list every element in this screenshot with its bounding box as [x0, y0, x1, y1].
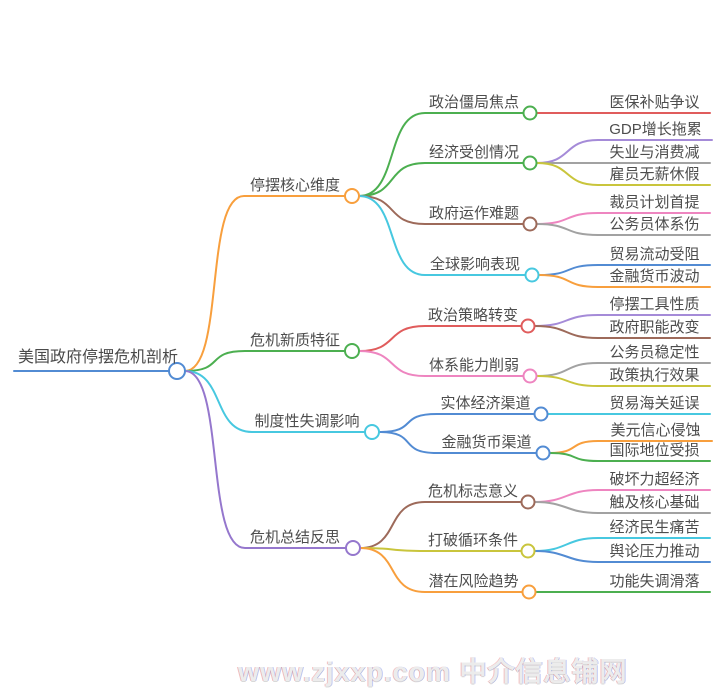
node-core-dimensions[interactable]: 停摆核心维度 [249, 177, 340, 194]
node-layoff-plan[interactable]: 裁员计划首提 [609, 194, 700, 211]
branch-new-traits-wire [184, 350, 346, 372]
wire-political-strategy [358, 325, 522, 352]
wire-political-deadlock [358, 112, 524, 197]
handle-reflection[interactable] [345, 540, 361, 556]
node-trade-flow[interactable]: 贸易流动受阻 [609, 246, 700, 263]
node-real-economy[interactable]: 实体经济渠道 [440, 395, 531, 412]
wire-global-impact [358, 195, 526, 276]
node-financial-volatility[interactable]: 金融货币波动 [609, 268, 700, 285]
node-political-strategy[interactable]: 政治策略转变 [427, 307, 518, 324]
wire-gov-operation [358, 195, 524, 225]
branch-core-dimensions-wire [184, 195, 346, 372]
node-new-traits[interactable]: 危机新质特征 [249, 332, 340, 349]
handle-crisis-significance[interactable] [520, 494, 536, 510]
node-unemployment[interactable]: 失业与消费减 [609, 144, 700, 161]
node-dollar-confidence[interactable]: 美元信心侵蚀 [610, 422, 701, 439]
node-gov-operation[interactable]: 政府运作难题 [428, 205, 519, 222]
wire-real-economy [378, 413, 535, 433]
node-policy-execution[interactable]: 政策执行效果 [609, 367, 700, 384]
node-economic-damage[interactable]: 经济受创情况 [428, 144, 519, 161]
branch-institutional-wire [184, 370, 366, 433]
node-break-cycle[interactable]: 打破循环条件 [427, 532, 518, 549]
wire-system-capacity [358, 350, 524, 377]
node-core-foundation[interactable]: 触及核心基础 [609, 494, 700, 511]
node-potential-risk[interactable]: 潜在风险趋势 [428, 573, 519, 590]
node-gdp-drag[interactable]: GDP增长拖累 [609, 121, 702, 138]
node-gov-function-change[interactable]: 政府职能改变 [609, 319, 700, 336]
node-livelihood-pain[interactable]: 经济民生痛苦 [609, 519, 700, 536]
wire-international-status [549, 452, 711, 462]
wire-furlough [536, 162, 711, 186]
handle-economic-damage[interactable] [522, 155, 538, 171]
watermark-text: www.zjxxp.com 中介信息铺网 [238, 657, 628, 687]
wire-financial-volatility [538, 274, 711, 288]
wire-economic-damage [358, 162, 524, 197]
handle-new-traits[interactable] [344, 343, 360, 359]
wire-policy-execution [536, 375, 711, 387]
node-public-opinion[interactable]: 舆论压力推动 [609, 543, 700, 560]
handle-institutional[interactable] [364, 424, 380, 440]
wire-gov-function-change [534, 325, 711, 339]
node-global-impact[interactable]: 全球影响表现 [429, 256, 520, 273]
node-international-status[interactable]: 国际地位受损 [609, 442, 700, 459]
handle-financial-currency[interactable] [535, 445, 551, 461]
wire-financial-currency [378, 431, 537, 454]
node-customs-delay[interactable]: 贸易海关延误 [609, 395, 700, 412]
node-dysfunction-slide[interactable]: 功能失调滑落 [609, 573, 700, 590]
handle-political-deadlock[interactable] [522, 105, 538, 121]
node-civil-stability[interactable]: 公务员稳定性 [609, 344, 700, 361]
node-root[interactable]: 美国政府停摆危机剖析 [18, 349, 179, 366]
handle-break-cycle[interactable] [520, 543, 536, 559]
wire-potential-risk [359, 547, 523, 593]
handle-global-impact[interactable] [524, 267, 540, 283]
node-financial-currency[interactable]: 金融货币渠道 [441, 434, 532, 451]
node-shutdown-tool[interactable]: 停摆工具性质 [609, 296, 700, 313]
handle-system-capacity[interactable] [522, 368, 538, 384]
handle-real-economy[interactable] [533, 406, 549, 422]
handle-core-dimensions[interactable] [344, 188, 360, 204]
node-destructive-power[interactable]: 破坏力超经济 [609, 471, 700, 488]
node-civil-service-hurt[interactable]: 公务员体系伤 [609, 216, 700, 233]
handle-potential-risk[interactable] [521, 584, 537, 600]
node-furlough[interactable]: 雇员无薪休假 [609, 166, 700, 183]
wire-public-opinion [534, 550, 711, 563]
node-crisis-significance[interactable]: 危机标志意义 [427, 483, 518, 500]
node-system-capacity[interactable]: 体系能力削弱 [428, 357, 519, 374]
node-medicare-subsidy[interactable]: 医保补贴争议 [609, 94, 700, 111]
branch-reflection-wire [184, 370, 347, 549]
wire-core-foundation [534, 501, 711, 514]
handle-gov-operation[interactable] [522, 216, 538, 232]
node-reflection[interactable]: 危机总结反思 [249, 529, 340, 546]
root-node-handle[interactable] [168, 362, 186, 380]
wire-break-cycle [359, 547, 522, 552]
wire-civil-service-hurt [536, 223, 711, 236]
wire-crisis-significance [359, 501, 522, 549]
handle-political-strategy[interactable] [520, 318, 536, 334]
node-institutional[interactable]: 制度性失调影响 [254, 413, 360, 430]
node-political-deadlock[interactable]: 政治僵局焦点 [428, 94, 519, 111]
